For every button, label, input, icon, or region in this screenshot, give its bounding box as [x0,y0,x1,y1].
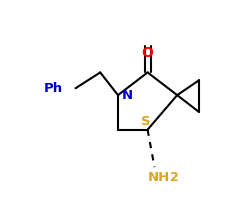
Text: NH: NH [147,170,170,184]
Text: N: N [122,89,133,102]
Text: Ph: Ph [43,82,62,95]
Text: O: O [142,46,154,60]
Text: S: S [141,115,151,128]
Text: 2: 2 [170,170,179,184]
